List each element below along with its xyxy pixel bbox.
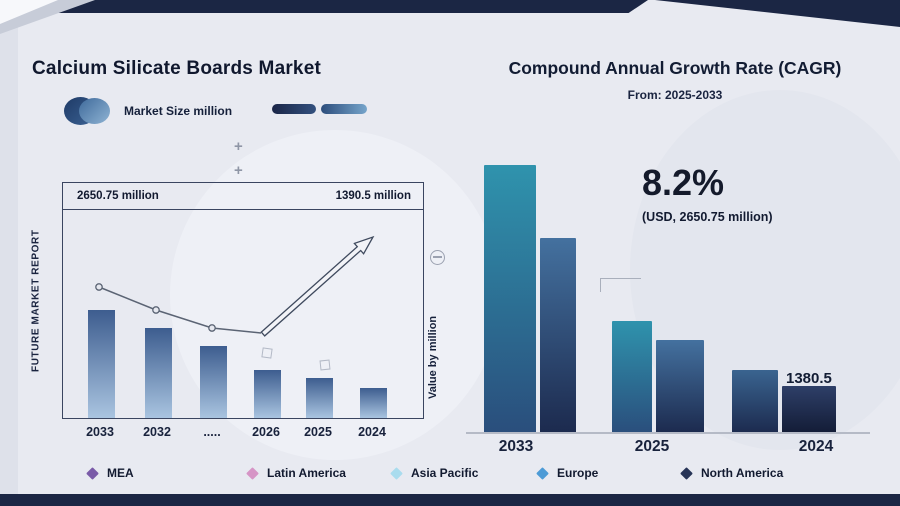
market-bar bbox=[87, 310, 115, 418]
end-value-label: 1390.5 million bbox=[335, 190, 411, 202]
decor-plus-icon: + bbox=[234, 138, 243, 155]
scale-segment-light bbox=[321, 104, 367, 114]
legend-diamond-icon bbox=[680, 466, 693, 480]
legend-diamond-icon bbox=[246, 466, 259, 480]
legend-label: Latin America bbox=[267, 466, 346, 480]
legend-diamond-icon bbox=[86, 466, 99, 480]
legend-diamond-icon bbox=[390, 466, 403, 480]
region-legend: MEA Latin America Asia Pacific Europe North … bbox=[0, 466, 900, 488]
gradient-scale bbox=[272, 104, 367, 114]
market-bar bbox=[144, 328, 172, 418]
left-plot-area bbox=[63, 210, 423, 418]
market-bar bbox=[359, 388, 387, 418]
market-bar bbox=[305, 378, 333, 418]
cagr-bar bbox=[656, 340, 704, 433]
cagr-detail: (USD, 2650.75 million) bbox=[642, 210, 773, 224]
cagr-value: 8.2% bbox=[642, 162, 725, 203]
market-bar bbox=[253, 370, 281, 418]
cagr-bar bbox=[540, 238, 576, 433]
x-tick-label: 2025 bbox=[304, 425, 332, 439]
market-bar bbox=[199, 346, 227, 418]
cagr-bar bbox=[484, 165, 536, 433]
chart-header-row: 2650.75 million 1390.5 million bbox=[63, 183, 423, 210]
cylinder-shape bbox=[79, 98, 110, 124]
legend-item-mea: MEA bbox=[86, 466, 134, 480]
legend-item-asia-pacific: Asia Pacific bbox=[390, 466, 479, 480]
page-title: Calcium Silicate Boards Market bbox=[32, 58, 321, 79]
cagr-bar-chart bbox=[468, 150, 870, 433]
legend-label: MEA bbox=[107, 466, 134, 480]
x-tick-label: 2024 bbox=[798, 438, 834, 455]
legend-item-north-america: North America bbox=[680, 466, 784, 480]
legend-diamond-icon bbox=[536, 466, 549, 480]
decor-circle-icon bbox=[430, 250, 445, 265]
cagr-bar bbox=[732, 370, 778, 433]
decor-plus-icon: + bbox=[234, 162, 243, 179]
scale-segment-dark bbox=[272, 104, 316, 114]
right-x-axis: 2033 2025 2024 bbox=[468, 438, 870, 458]
cagr-bar bbox=[782, 386, 836, 433]
legend-label: Europe bbox=[557, 466, 599, 480]
start-value-label: 2650.75 million bbox=[77, 190, 159, 202]
market-size-label: Market Size million bbox=[124, 104, 233, 118]
legend-item-latin-america: Latin America bbox=[246, 466, 346, 480]
x-tick-label: ..... bbox=[203, 425, 221, 439]
x-tick-label: 2024 bbox=[358, 425, 386, 439]
x-axis-line bbox=[466, 432, 870, 434]
x-tick-label: 2032 bbox=[143, 425, 171, 439]
top-ribbon-left bbox=[0, 0, 648, 13]
x-tick-label: 2026 bbox=[252, 425, 280, 439]
y-axis-label: Value by million bbox=[427, 315, 439, 399]
market-size-legend: Market Size million bbox=[64, 96, 232, 126]
bottom-ribbon bbox=[0, 494, 900, 506]
market-size-icon bbox=[64, 96, 112, 126]
market-bar-chart: 2650.75 million 1390.5 million bbox=[62, 182, 424, 419]
legend-item-europe: Europe bbox=[536, 466, 599, 480]
legend-label: North America bbox=[701, 466, 784, 480]
value-callout: 1380.5 bbox=[786, 370, 832, 387]
x-tick-label: 2033 bbox=[86, 425, 114, 439]
left-edge-strip bbox=[0, 0, 18, 506]
left-x-axis: 2033 2032..... 2026 2025 2024 bbox=[62, 425, 424, 441]
decor-bracket bbox=[600, 278, 641, 292]
watermark-label: FUTURE MARKET REPORT bbox=[30, 229, 42, 372]
x-tick-label: 2025 bbox=[634, 438, 670, 455]
cagr-subtitle: From: 2025-2033 bbox=[627, 88, 723, 102]
x-tick-label: 2033 bbox=[498, 438, 534, 455]
top-ribbon-right bbox=[655, 0, 900, 27]
cagr-title: Compound Annual Growth Rate (CAGR) bbox=[508, 58, 842, 78]
legend-label: Asia Pacific bbox=[411, 466, 479, 480]
cagr-bar bbox=[612, 321, 652, 433]
